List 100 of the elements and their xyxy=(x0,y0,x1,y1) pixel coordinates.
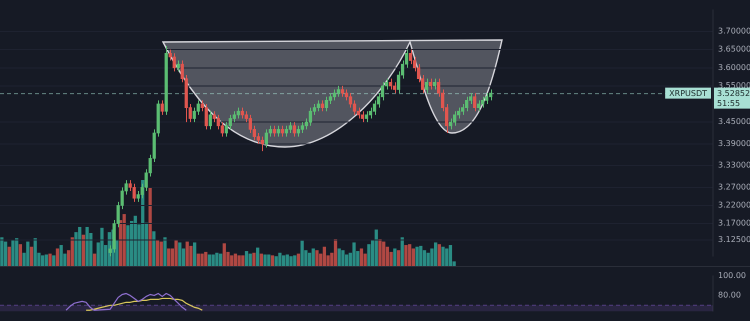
bar xyxy=(308,252,312,266)
candlestick xyxy=(352,100,356,116)
bar xyxy=(267,254,270,266)
bar xyxy=(396,250,400,266)
bar xyxy=(408,244,412,266)
candlestick xyxy=(296,125,300,138)
candlestick xyxy=(461,104,464,116)
bar xyxy=(289,256,293,266)
bar xyxy=(415,246,419,266)
bar xyxy=(382,242,386,266)
bar xyxy=(141,180,144,266)
candlestick xyxy=(364,110,368,123)
bar xyxy=(212,254,215,266)
bar xyxy=(237,255,241,266)
candlestick xyxy=(208,110,212,130)
bar xyxy=(286,254,289,266)
bar xyxy=(4,242,8,266)
candlestick xyxy=(340,85,344,98)
bar xyxy=(215,252,219,266)
candlestick xyxy=(453,110,456,126)
bar xyxy=(122,214,126,266)
bar xyxy=(15,238,18,266)
candlestick xyxy=(248,114,252,134)
bar xyxy=(178,242,182,266)
candlestick xyxy=(284,125,288,138)
candlestick xyxy=(260,136,264,152)
candlestick xyxy=(465,96,468,112)
bar xyxy=(82,234,86,266)
bar xyxy=(8,246,11,266)
annotation: XRPUSDT xyxy=(669,88,708,98)
bar xyxy=(70,237,74,266)
bar xyxy=(44,254,48,266)
candlestick xyxy=(192,107,196,123)
bar xyxy=(204,252,208,266)
candlestick xyxy=(176,60,180,72)
candlestick xyxy=(316,100,320,112)
bar xyxy=(345,254,348,266)
bar xyxy=(60,245,63,266)
candlestick xyxy=(308,107,312,126)
candlestick xyxy=(204,104,208,130)
bar xyxy=(193,242,196,266)
bar xyxy=(426,252,430,266)
bar xyxy=(148,187,152,266)
bar xyxy=(196,254,200,266)
candlestick xyxy=(485,92,488,105)
candlestick xyxy=(240,107,244,120)
bar xyxy=(270,255,274,266)
candlestick xyxy=(136,190,140,202)
bar xyxy=(167,248,170,266)
bar xyxy=(419,246,422,266)
bar xyxy=(322,246,326,266)
bar xyxy=(85,226,89,266)
bar xyxy=(156,240,160,266)
bar xyxy=(367,244,371,266)
text: 51:55 xyxy=(717,98,740,108)
bar xyxy=(252,252,256,266)
candlestick xyxy=(272,125,276,138)
candlestick xyxy=(408,49,412,65)
bar xyxy=(404,245,408,266)
bar xyxy=(293,255,296,266)
candlestick xyxy=(280,125,284,138)
candlestick xyxy=(424,78,428,94)
bar xyxy=(341,250,345,266)
candlestick xyxy=(449,118,452,130)
bar xyxy=(174,240,178,266)
bar xyxy=(300,240,304,266)
candlestick xyxy=(360,110,364,123)
candlestick xyxy=(372,100,376,116)
bar xyxy=(296,254,300,266)
bar xyxy=(160,242,163,266)
bar xyxy=(441,246,445,266)
candlestick xyxy=(320,100,324,112)
bar xyxy=(18,244,22,266)
candlestick xyxy=(292,122,296,138)
bar xyxy=(445,248,448,266)
bar xyxy=(282,255,286,266)
candlestick xyxy=(473,92,476,112)
bar xyxy=(108,232,111,266)
bar xyxy=(48,254,52,266)
bar xyxy=(230,255,234,266)
candlestick xyxy=(264,128,268,148)
bar xyxy=(352,242,356,266)
bar xyxy=(360,248,364,266)
bar xyxy=(30,246,34,266)
bar xyxy=(41,255,44,266)
bar xyxy=(244,251,248,266)
bar xyxy=(208,254,212,266)
bar xyxy=(256,248,260,266)
candlestick xyxy=(172,52,176,72)
bar xyxy=(52,255,56,266)
bar xyxy=(234,254,238,266)
bar xyxy=(186,242,189,266)
bar xyxy=(218,254,222,266)
bar xyxy=(11,240,15,266)
bar xyxy=(422,250,426,266)
bar xyxy=(400,237,404,266)
candlestick xyxy=(348,92,352,108)
bar xyxy=(200,254,204,266)
bar xyxy=(26,242,30,266)
bar xyxy=(338,248,341,266)
